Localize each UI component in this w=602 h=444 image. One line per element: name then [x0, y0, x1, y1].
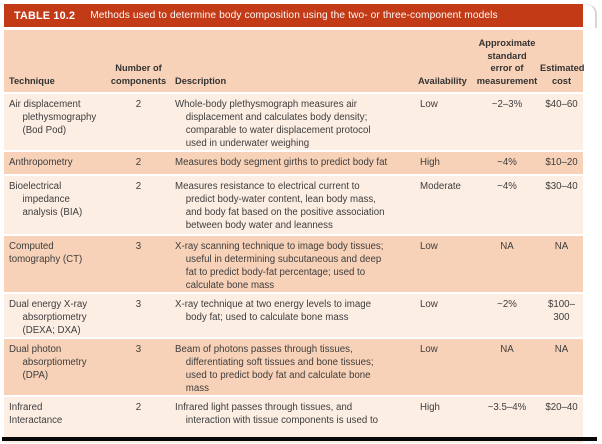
cell-estimated-cost: $20–40 [545, 402, 578, 413]
cell-number-of-components: 3 [135, 344, 142, 355]
cell-number-of-components: 3 [135, 299, 142, 310]
cell-number-of-components: 2 [135, 157, 142, 168]
cell-technique: Anthropometry [9, 157, 73, 168]
cell-standard-error: ~4% [497, 157, 517, 168]
cell-technique: Computed tomography (CT) [9, 241, 83, 265]
table-row: Infrared Interactance 2 Infrared light p… [4, 397, 583, 443]
table-row: Dual photon absorptiometry (DPA) 3 Beam … [4, 339, 583, 397]
cell-technique: Air displacement plethysmography (Bod Po… [9, 99, 97, 136]
cell-description: Measures resistance to electrical curren… [175, 181, 385, 231]
column-header-description: Description [175, 75, 227, 86]
cell-number-of-components: 2 [135, 99, 142, 110]
cell-technique: Infrared Interactance [9, 402, 63, 426]
cell-estimated-cost: $30–40 [545, 181, 578, 192]
cell-availability: Low [420, 99, 438, 110]
table-number-label: TABLE 10.2 [14, 9, 76, 22]
cell-technique: Dual photon absorptiometry (DPA) [9, 344, 87, 381]
table-row: Computed tomography (CT) 3 X-ray scannin… [4, 236, 583, 294]
cell-standard-error: ~4% [497, 181, 517, 192]
column-header-availability: Availability [418, 75, 467, 86]
body-composition-table: TABLE 10.2 Methods used to determine bod… [4, 4, 585, 443]
column-header-estimated-cost: Estimated cost [540, 63, 585, 86]
cell-estimated-cost: $40–60 [545, 99, 578, 110]
cell-number-of-components: 3 [135, 241, 142, 252]
page-curl-decoration [586, 4, 597, 28]
table-title-bar: TABLE 10.2 Methods used to determine bod… [4, 4, 583, 27]
table-row: Air displacement plethysmography (Bod Po… [4, 94, 583, 152]
cell-estimated-cost: $100– 300 [548, 299, 575, 323]
cell-availability: Low [420, 299, 438, 310]
cell-technique: Dual energy X-ray absorptiometry (DEXA; … [9, 299, 88, 336]
cell-availability: Low [420, 344, 438, 355]
cell-estimated-cost: NA [554, 344, 569, 355]
cell-standard-error: ~2% [497, 299, 517, 310]
cell-number-of-components: 2 [135, 402, 142, 413]
cell-estimated-cost: NA [554, 241, 569, 252]
cell-availability: Low [420, 241, 438, 252]
table-body: Air displacement plethysmography (Bod Po… [4, 94, 583, 443]
cell-standard-error: ~2–3% [491, 99, 523, 110]
bottom-crop-bar [2, 437, 597, 441]
column-header-standard-error: Approximate standard error of measuremen… [476, 38, 538, 86]
cell-technique: Bioelectrical impedance analysis (BIA) [9, 181, 83, 218]
column-header-row: Technique Number of components Descripti… [4, 30, 585, 94]
cell-description: Beam of photons passes through tissues, … [175, 344, 374, 394]
cell-description: Infrared light passes through tissues, a… [175, 402, 379, 426]
cell-description: X-ray scanning technique to image body t… [175, 241, 384, 291]
cell-availability: High [420, 402, 440, 413]
cell-standard-error: ~3.5–4% [487, 402, 527, 413]
cell-availability: High [420, 157, 440, 168]
cell-estimated-cost: $10–20 [545, 157, 578, 168]
cell-description: X-ray technique at two energy levels to … [175, 299, 372, 323]
cell-description: Measures body segment girths to predict … [175, 157, 388, 168]
cell-standard-error: NA [500, 241, 514, 252]
table-row: Anthropometry 2 Measures body segment gi… [4, 152, 583, 176]
table-title: Methods used to determine body compositi… [90, 10, 498, 21]
column-header-number-of-components: Number of components [110, 63, 167, 86]
table-row: Bioelectrical impedance analysis (BIA) 2… [4, 176, 583, 236]
cell-availability: Moderate [420, 181, 461, 192]
cell-number-of-components: 2 [135, 181, 142, 192]
table-row: Dual energy X-ray absorptiometry (DEXA; … [4, 294, 583, 339]
column-header-technique: Technique [9, 75, 55, 86]
cell-description: Whole-body plethysmograph measures air d… [175, 99, 371, 149]
cell-standard-error: NA [500, 344, 514, 355]
